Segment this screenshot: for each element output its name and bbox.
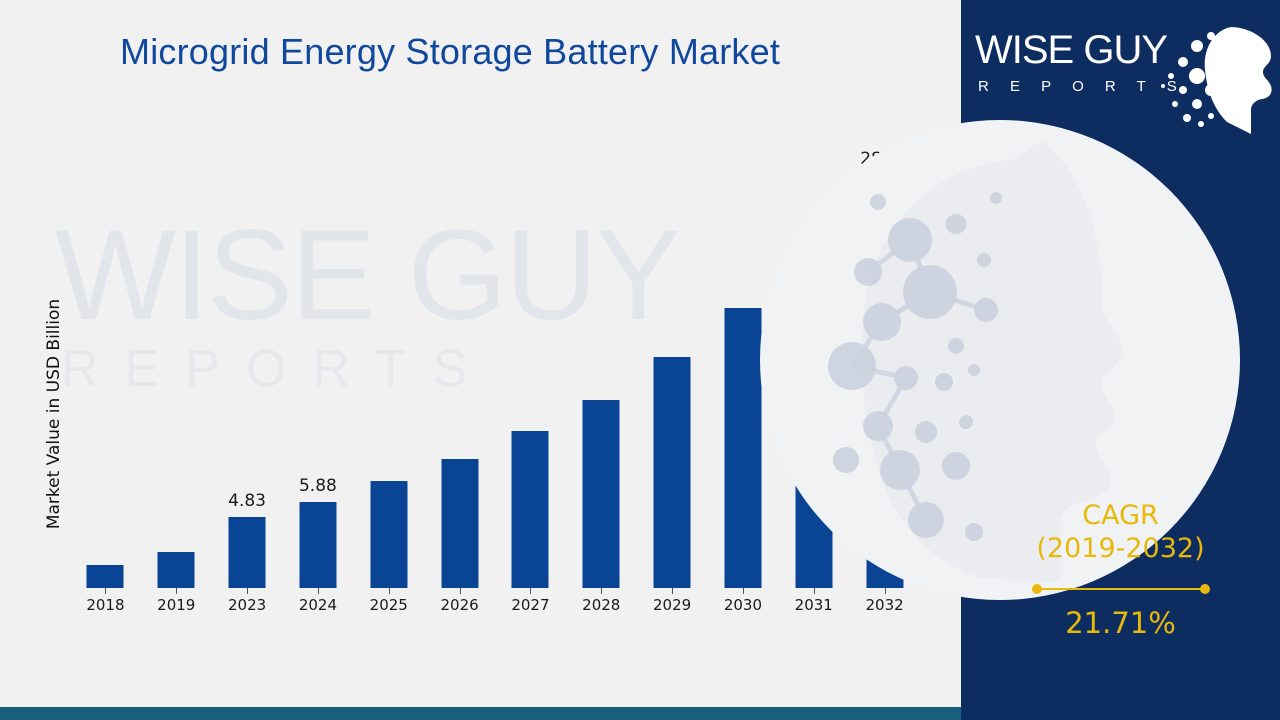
bar-group-2025	[353, 150, 424, 588]
bar-2019	[157, 551, 195, 588]
x-tick-2028	[601, 588, 603, 594]
cagr-divider	[1031, 583, 1210, 594]
x-tick-2024	[317, 588, 319, 594]
bar-2018	[86, 564, 124, 588]
bar-group-2023: 4.83	[212, 150, 283, 588]
y-axis-title: Market Value in USD Billion	[44, 298, 64, 530]
brand-logo: WISE GUY R E P O R T S	[975, 27, 1272, 135]
bar-group-2018	[70, 150, 141, 588]
x-tick-label-2024: 2024	[298, 596, 337, 614]
x-tick-label-2031: 2031	[794, 596, 833, 614]
x-tick-label-2032: 2032	[865, 596, 904, 614]
logo-subtitle: R E P O R T S	[978, 78, 1186, 95]
x-tick-label-2018: 2018	[86, 596, 125, 614]
bar-value-label-2023: 4.83	[228, 491, 266, 512]
bar-group-2029	[637, 150, 708, 588]
x-tick-label-2029: 2029	[652, 596, 692, 614]
logo-dot-head-icon	[1161, 27, 1272, 135]
bar-2023	[228, 517, 266, 588]
divider-dot-right	[1199, 583, 1210, 594]
x-axis: 2018 2019 2023 2024 2025 2026 2027 2028 2029 2030…	[70, 588, 920, 628]
cagr-label: CAGR	[1082, 500, 1159, 531]
bar-2030	[724, 307, 762, 588]
x-tick-label-2025: 2025	[369, 596, 408, 614]
x-tick-2018	[105, 588, 107, 594]
cagr-value: 21.71%	[1065, 605, 1176, 640]
x-tick-2030	[742, 588, 744, 594]
x-tick-2027	[530, 588, 532, 594]
x-tick-2023	[247, 588, 249, 594]
bar-2028	[582, 399, 620, 588]
brand-circle	[760, 120, 1240, 600]
bar-group-2024: 5.88	[283, 150, 354, 588]
x-tick-2019	[176, 588, 178, 594]
chart-title: Microgrid Energy Storage Battery Market	[120, 31, 781, 72]
bar-2024	[299, 502, 337, 588]
bar-2027	[511, 430, 549, 588]
bar-2026	[441, 459, 479, 588]
bar-group-2026	[424, 150, 495, 588]
dotted-brain-head-graphic	[828, 142, 1123, 582]
bar-group-2028	[566, 150, 637, 588]
x-tick-2032	[884, 588, 886, 594]
x-tick-label-2027: 2027	[511, 596, 550, 614]
x-tick-label-2023: 2023	[227, 596, 267, 614]
divider-line	[1036, 587, 1205, 590]
bar-group-2030	[708, 150, 779, 588]
x-tick-2026	[459, 588, 461, 594]
x-tick-label-2019: 2019	[157, 596, 196, 614]
x-tick-2031	[813, 588, 815, 594]
bar-group-2027	[495, 150, 566, 588]
x-tick-2029	[672, 588, 674, 594]
x-tick-label-2028: 2028	[582, 596, 621, 614]
x-tick-2025	[388, 588, 390, 594]
bar-2029	[653, 357, 691, 588]
x-tick-label-2026: 2026	[440, 596, 479, 614]
cagr-block: CAGR (2019-2032) 21.71%	[961, 500, 1280, 641]
cagr-period: (2019-2032)	[1036, 532, 1205, 564]
x-tick-label-2030: 2030	[723, 596, 762, 614]
bar-2025	[370, 480, 408, 588]
brand-panel: WISE GUY R E P O R T S CAGR (2019-2032) …	[760, 0, 1280, 720]
bar-value-label-2024: 5.88	[298, 476, 337, 497]
logo-wordmark: WISE GUY	[975, 28, 1168, 72]
bottom-accent-strip	[0, 707, 961, 720]
bar-group-2019	[141, 150, 212, 588]
